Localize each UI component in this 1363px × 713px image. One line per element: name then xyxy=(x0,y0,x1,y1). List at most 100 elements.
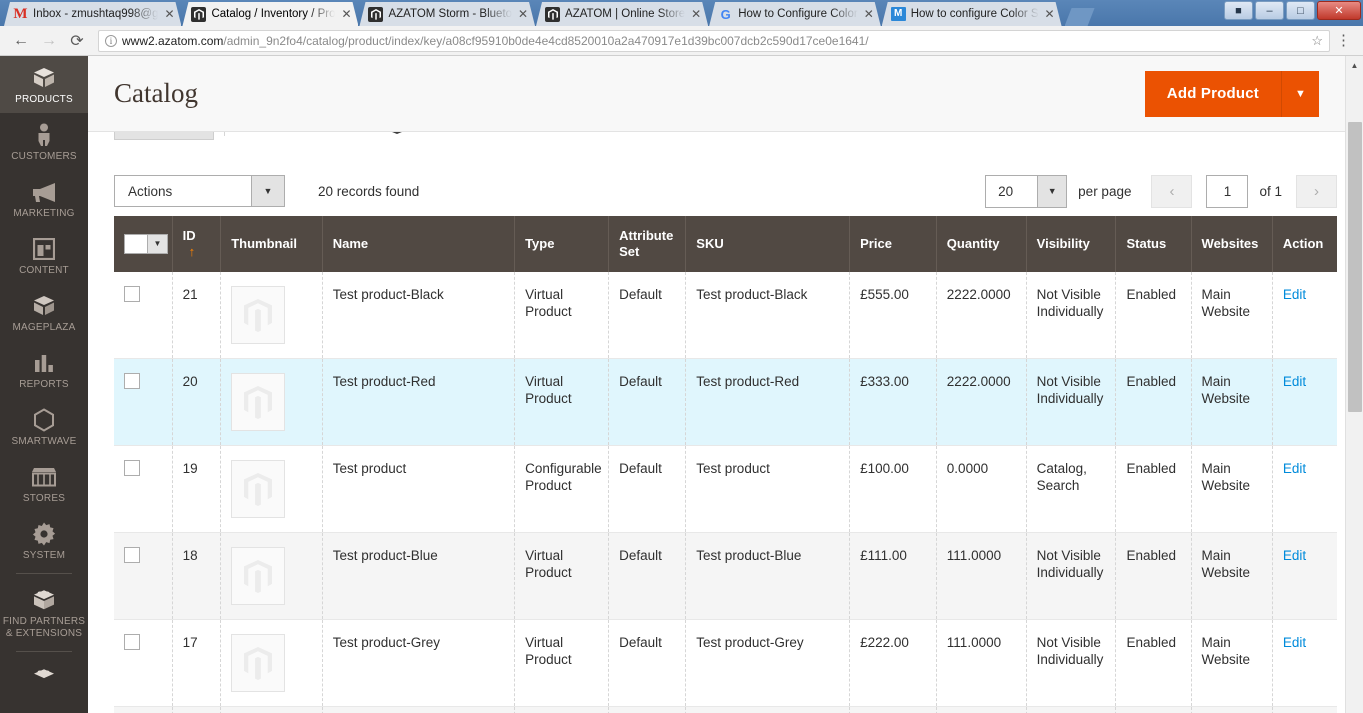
sidebar-item-content[interactable]: CONTENT xyxy=(0,227,88,284)
user-profile-icon[interactable]: ■ xyxy=(1224,1,1253,20)
grid-controls-partial xyxy=(114,124,1337,166)
close-icon[interactable]: ✕ xyxy=(341,7,352,21)
row-checkbox[interactable] xyxy=(124,547,140,563)
edit-link[interactable]: Edit xyxy=(1282,287,1307,302)
close-icon[interactable]: ✕ xyxy=(518,7,529,21)
edit-link[interactable]: Edit xyxy=(1282,548,1307,563)
page-number-input[interactable]: 1 xyxy=(1206,174,1249,208)
cell-attribute-set: Default xyxy=(608,272,687,359)
col-status[interactable]: Status xyxy=(1115,216,1192,272)
row-checkbox[interactable] xyxy=(114,619,173,707)
col-attribute-set[interactable]: Attribute Set xyxy=(608,216,687,272)
sidebar-item-products[interactable]: PRODUCTS xyxy=(0,56,88,113)
site-info-icon[interactable]: i xyxy=(105,34,117,47)
table-row[interactable]: 16Test product-PinckVirtual ProductDefau… xyxy=(114,706,1337,713)
browser-tab-2[interactable]: AZATOM Storm - Blueto ✕ xyxy=(359,2,535,26)
close-icon[interactable]: ✕ xyxy=(691,7,702,21)
actions-dropdown[interactable]: Actions ▼ xyxy=(114,175,285,207)
sidebar-item-mageplaza[interactable]: MAGEPLAZA xyxy=(0,284,88,341)
add-product-button[interactable]: Add Product xyxy=(1144,70,1281,117)
prev-page-button[interactable]: ‹ xyxy=(1151,174,1193,208)
close-icon[interactable]: ✕ xyxy=(863,7,874,21)
table-row[interactable]: 19 Test product Configurable Product Defaul… xyxy=(114,445,1337,533)
sidebar-item-marketing[interactable]: MARKETING xyxy=(0,170,88,227)
new-tab-button[interactable] xyxy=(1065,8,1095,26)
close-window-button[interactable]: ✕ xyxy=(1317,1,1361,20)
row-checkbox[interactable] xyxy=(124,460,140,476)
chevron-down-icon[interactable]: ▼ xyxy=(1037,175,1067,207)
product-thumbnail[interactable] xyxy=(231,547,286,605)
address-bar[interactable]: i www2.azatom.com/admin_9n2fo4/catalog/p… xyxy=(98,29,1330,52)
col-name[interactable]: Name xyxy=(322,216,516,272)
close-icon[interactable]: ✕ xyxy=(1044,7,1055,21)
browser-tab-1[interactable]: Catalog / Inventory / Pro ✕ xyxy=(182,2,358,26)
browser-tab-0[interactable]: M Inbox - zmushtaq998@g ✕ xyxy=(4,2,181,26)
sidebar-item-label: REPORTS xyxy=(19,379,69,390)
browser-tab-4[interactable]: G How to Configure Color ✕ xyxy=(709,2,881,26)
col-sku[interactable]: SKU xyxy=(685,216,851,272)
product-thumbnail[interactable] xyxy=(231,634,286,692)
edit-link[interactable]: Edit xyxy=(1282,374,1307,389)
row-checkbox[interactable] xyxy=(114,706,173,713)
sidebar-item-partial[interactable] xyxy=(0,656,88,698)
sidebar-item-system[interactable]: SYSTEM xyxy=(0,512,88,569)
sidebar-item-reports[interactable]: REPORTS xyxy=(0,341,88,398)
select-all-control[interactable]: ▼ xyxy=(124,234,171,254)
col-thumbnail[interactable]: Thumbnail xyxy=(220,216,323,272)
browser-tab-5[interactable]: M How to configure Color S ✕ xyxy=(882,2,1062,26)
bookmark-star-icon[interactable]: ☆ xyxy=(1311,32,1323,48)
vertical-scrollbar[interactable]: ▲ xyxy=(1345,56,1363,713)
table-row[interactable]: 20 Test product-Red Virtual Product Default… xyxy=(114,358,1337,446)
table-row[interactable]: 17 Test product-Grey Virtual Product Defaul… xyxy=(114,619,1337,707)
reload-icon[interactable]: ⟳ xyxy=(70,32,84,50)
back-icon[interactable]: ← xyxy=(13,31,29,49)
row-checkbox[interactable] xyxy=(124,634,140,650)
row-checkbox[interactable] xyxy=(114,272,173,359)
chevron-down-icon[interactable]: ▼ xyxy=(147,234,168,254)
cell-name: Test product-Black xyxy=(322,272,516,359)
col-websites[interactable]: Websites xyxy=(1191,216,1273,272)
select-all-checkbox[interactable] xyxy=(124,234,147,254)
table-row[interactable]: 18 Test product-Blue Virtual Product Defaul… xyxy=(114,532,1337,620)
row-checkbox[interactable] xyxy=(114,532,173,620)
close-icon[interactable]: ✕ xyxy=(164,7,175,21)
product-thumbnail[interactable] xyxy=(231,286,286,344)
cell-id: 16 xyxy=(172,706,222,713)
row-checkbox[interactable] xyxy=(114,445,173,533)
scroll-up-icon[interactable]: ▲ xyxy=(1350,60,1359,70)
browser-menu-icon[interactable]: ⋮ xyxy=(1336,32,1351,49)
edit-link[interactable]: Edit xyxy=(1282,635,1307,650)
browser-tab-3[interactable]: AZATOM | Online Store ✕ xyxy=(536,2,708,26)
per-page-dropdown[interactable]: 20 ▼ xyxy=(985,174,1068,208)
chevron-down-icon[interactable]: ▼ xyxy=(251,176,284,206)
row-checkbox[interactable] xyxy=(124,286,140,302)
col-price[interactable]: Price xyxy=(849,216,937,272)
cell-websites: Main Website xyxy=(1191,445,1273,533)
col-action: Action xyxy=(1272,216,1337,272)
maximize-button[interactable]: □ xyxy=(1286,1,1315,20)
table-row[interactable]: 21 Test product-Black Virtual Product Defau… xyxy=(114,272,1337,359)
tab-title: Catalog / Inventory / Pro xyxy=(211,8,336,20)
cell-attribute-set: Default xyxy=(608,706,687,713)
col-id[interactable]: ID ↑ xyxy=(172,216,222,272)
add-product-caret-icon[interactable]: ▼ xyxy=(1281,70,1319,117)
edit-link[interactable]: Edit xyxy=(1282,461,1307,476)
cell-attribute-set: Default xyxy=(608,358,687,446)
scrollbar-thumb[interactable] xyxy=(1348,122,1362,412)
minimize-button[interactable]: – xyxy=(1255,1,1284,20)
row-checkbox[interactable] xyxy=(124,373,140,389)
sidebar-item-find-partners[interactable]: FIND PARTNERS & EXTENSIONS xyxy=(0,578,88,647)
tab-title: How to configure Color S xyxy=(910,8,1039,20)
next-page-button[interactable]: › xyxy=(1296,174,1337,208)
col-type[interactable]: Type xyxy=(514,216,610,272)
microsoft-icon: M xyxy=(891,7,906,21)
sidebar-item-stores[interactable]: STORES xyxy=(0,455,88,512)
sidebar-item-smartwave[interactable]: SMARTWAVE xyxy=(0,398,88,455)
col-visibility[interactable]: Visibility xyxy=(1026,216,1117,272)
product-thumbnail[interactable] xyxy=(231,373,286,431)
col-quantity[interactable]: Quantity xyxy=(936,216,1027,272)
forward-icon[interactable]: → xyxy=(41,31,57,49)
row-checkbox[interactable] xyxy=(114,358,173,446)
sidebar-item-customers[interactable]: CUSTOMERS xyxy=(0,113,88,170)
product-thumbnail[interactable] xyxy=(231,460,286,518)
